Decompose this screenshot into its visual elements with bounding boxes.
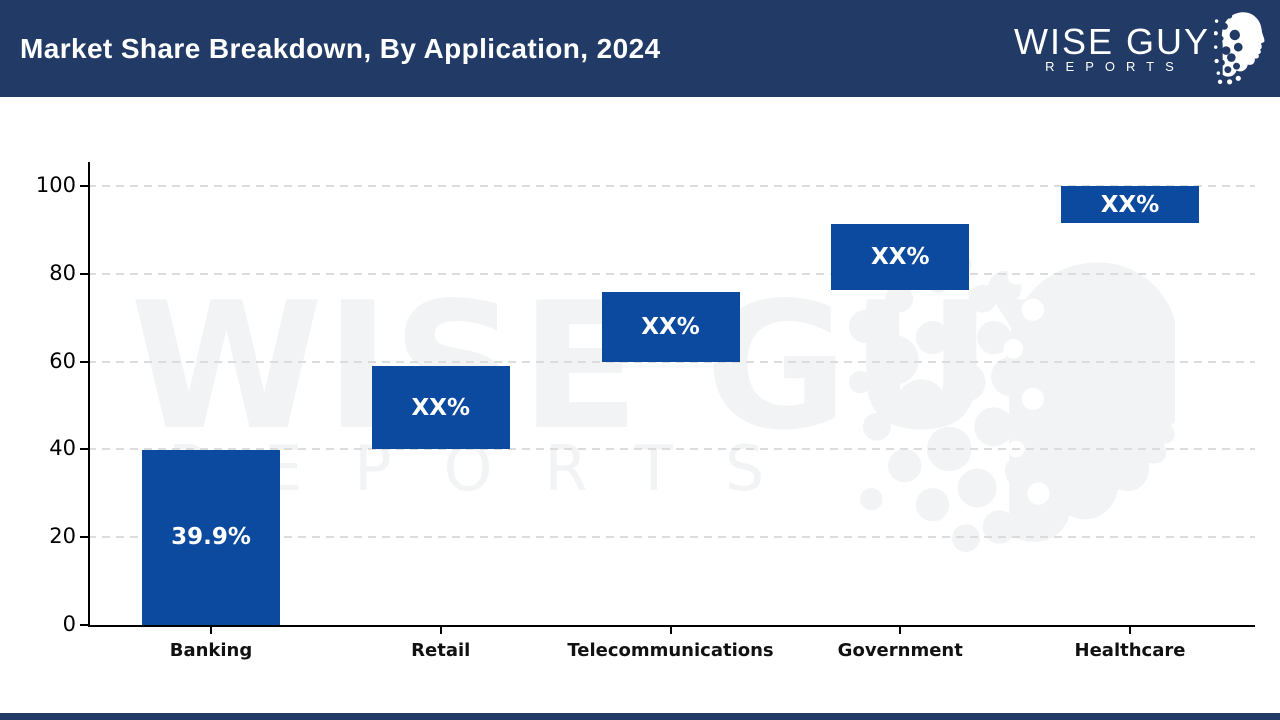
- gridline-40: [88, 448, 1255, 451]
- gridline-80: [88, 272, 1255, 275]
- bar-value-label-telecommunications: XX%: [641, 313, 700, 340]
- bar-government: XX%: [831, 224, 970, 291]
- gridline-60: [88, 360, 1255, 363]
- y-tick-label-100: 100: [35, 173, 76, 197]
- y-tick-mark-100: [80, 185, 88, 187]
- x-tick-mark-healthcare: [1129, 627, 1131, 634]
- y-tick-label-80: 80: [49, 260, 76, 285]
- wise-guy-logo: WISE GUY REPORTS: [1014, 8, 1266, 88]
- x-category-label-government: Government: [837, 640, 963, 661]
- bar-value-label-healthcare: XX%: [1100, 191, 1160, 218]
- y-tick-mark-80: [80, 272, 88, 275]
- x-tick-mark-telecommunications: [669, 627, 672, 634]
- gridline-20: [88, 536, 1255, 539]
- bar-value-label-government: XX%: [870, 244, 930, 271]
- logo-head-icon: [1214, 12, 1265, 85]
- bar-healthcare: XX%: [1061, 186, 1199, 224]
- logo-subtext: REPORTS: [1045, 59, 1185, 75]
- bar-telecommunications: XX%: [601, 292, 740, 362]
- chart-title: Market Share Breakdown, By Application, …: [20, 32, 661, 64]
- x-category-label-telecommunications: Telecommunications: [567, 640, 774, 661]
- gridline-100: [88, 185, 1255, 187]
- x-tick-mark-government: [899, 627, 902, 634]
- logo-wordmark-block: WISE GUY REPORTS: [1013, 20, 1210, 75]
- y-tick-mark-60: [80, 360, 88, 363]
- y-axis-spine: [88, 162, 90, 627]
- bar-value-label-banking: 39.9%: [171, 524, 251, 551]
- y-tick-label-40: 40: [49, 436, 76, 461]
- footer-bar: [0, 713, 1280, 720]
- x-category-label-retail: Retail: [411, 640, 471, 661]
- y-tick-mark-40: [80, 448, 88, 451]
- bar-retail: XX%: [371, 365, 510, 450]
- y-tick-mark-0: [80, 624, 88, 626]
- header-bar: Market Share Breakdown, By Application, …: [0, 0, 1280, 97]
- y-tick-mark-20: [80, 536, 88, 539]
- x-axis-spine: [88, 625, 1255, 627]
- logo-wordmark: WISE GUY: [1013, 20, 1210, 62]
- bar-banking: 39.9%: [142, 449, 280, 625]
- y-tick-label-60: 60: [49, 348, 76, 373]
- y-tick-label-20: 20: [49, 524, 76, 549]
- bar-value-label-retail: XX%: [411, 394, 470, 421]
- x-category-label-banking: Banking: [169, 640, 253, 661]
- y-tick-label-0: 0: [62, 612, 76, 636]
- x-tick-mark-retail: [439, 627, 442, 634]
- watermark-head-graphic: [849, 254, 1175, 553]
- x-tick-mark-banking: [210, 627, 212, 634]
- x-category-label-healthcare: Healthcare: [1074, 640, 1186, 661]
